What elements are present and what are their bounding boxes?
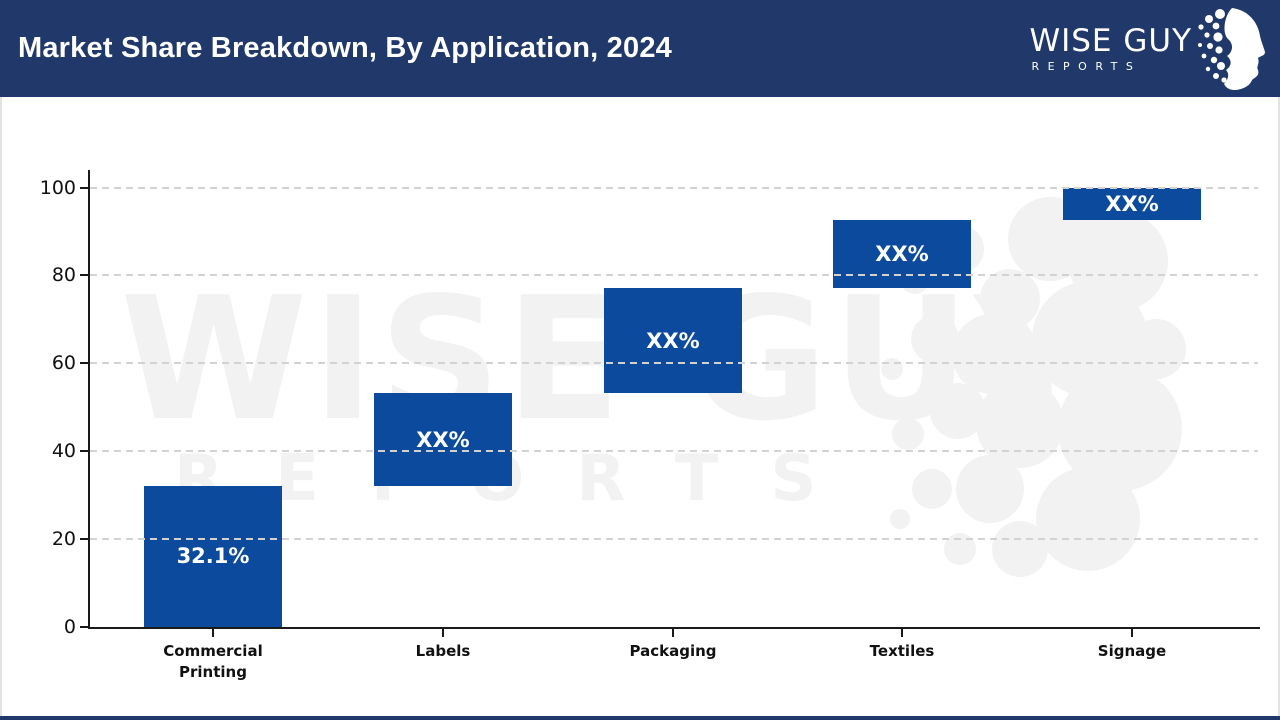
gridline-20: [90, 538, 1258, 541]
bar-textiles: XX%: [833, 220, 971, 288]
x-axis-label: Signage: [1097, 642, 1167, 660]
brand-logo: WISE GUY REPORTS: [1029, 6, 1266, 92]
gridline-80: [90, 274, 1258, 277]
x-tick-0: [212, 629, 214, 637]
y-axis-label: 60: [51, 352, 76, 375]
y-axis-label: 0: [63, 616, 76, 638]
gridline-100: [90, 186, 1258, 189]
y-axis-line: [88, 170, 90, 629]
bottom-accent-bar: [0, 716, 1280, 720]
bar-packaging: XX%: [604, 287, 742, 394]
brand-logo-text: WISE GUY REPORTS: [1029, 22, 1192, 73]
bar-labels: XX%: [374, 393, 512, 486]
y-axis-label: 80: [51, 264, 76, 287]
y-tick-40: [80, 450, 88, 453]
bar-signage: XX%: [1063, 188, 1201, 221]
x-axis-label: Labels: [415, 642, 471, 660]
gridline-60: [90, 362, 1258, 365]
x-tick-4: [1131, 629, 1133, 637]
logo-wordmark: WISE GUY: [1029, 22, 1192, 59]
y-axis-label: 20: [51, 528, 76, 551]
bar-value-label: XX%: [1105, 192, 1159, 217]
y-tick-80: [80, 274, 88, 277]
logo-subtitle: REPORTS: [1031, 59, 1142, 73]
chart-title: Market Share Breakdown, By Application, …: [18, 32, 672, 64]
y-tick-60: [80, 362, 88, 365]
bar-commercial-printing: 32.1%: [144, 485, 282, 627]
plot: 0 20 40 60 80 100 32.1% Commercial Printing XX% L…: [2, 97, 1280, 716]
y-tick-0: [80, 626, 88, 628]
y-tick-100: [80, 186, 88, 189]
x-axis-label: Packaging: [629, 642, 717, 660]
x-axis-line: [88, 627, 1260, 629]
x-axis-label: Textiles: [869, 642, 935, 660]
gridline-40: [90, 450, 1258, 453]
bar-value-label: XX%: [646, 328, 700, 353]
x-tick-1: [442, 629, 444, 637]
y-axis-label: 100: [39, 176, 76, 199]
y-axis-label: 40: [51, 440, 76, 463]
x-tick-2: [672, 629, 674, 637]
chart-area: WISE GUY REPORTS 0 20 40 60 80 100 32.1% Commer…: [0, 97, 1280, 716]
logo-face-icon: [1198, 7, 1265, 90]
header: Market Share Breakdown, By Application, …: [0, 0, 1280, 97]
x-tick-3: [901, 629, 903, 637]
bar-value-label: XX%: [416, 427, 470, 452]
x-axis-label: Commercial Printing: [163, 642, 263, 681]
bar-value-label: XX%: [875, 241, 929, 266]
bar-value-label: 32.1%: [176, 544, 250, 569]
y-tick-20: [80, 538, 88, 541]
